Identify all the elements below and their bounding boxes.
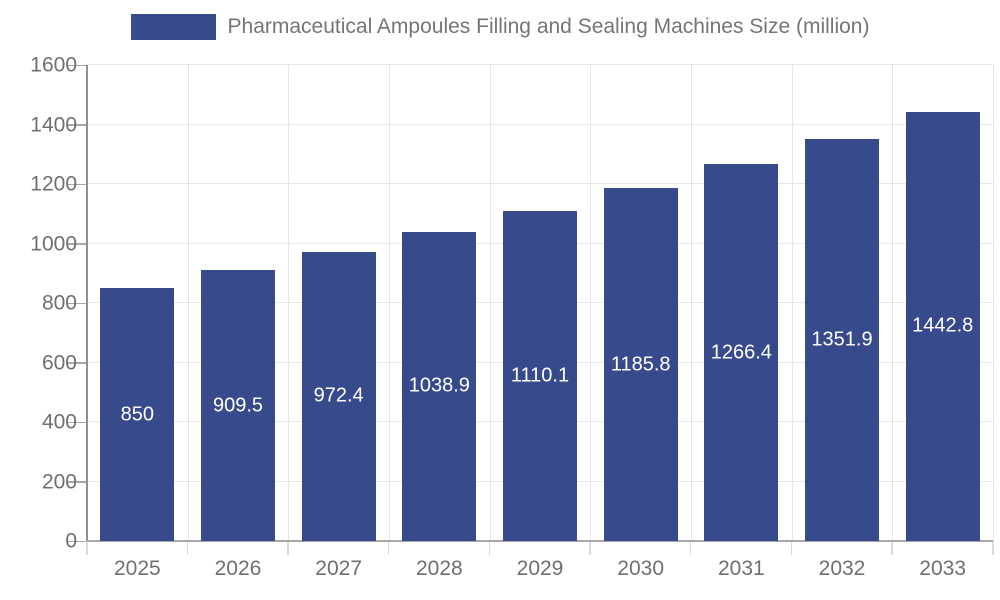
x-axis-tick-label: 2031 <box>717 557 765 580</box>
x-gridline <box>288 65 290 541</box>
bar-value-label: 850 <box>120 403 155 426</box>
x-gridline <box>993 65 994 541</box>
bar-value-label: 1185.8 <box>610 353 671 376</box>
x-axis-tick <box>86 541 88 555</box>
y-axis-tick <box>68 302 86 304</box>
y-axis-tick <box>68 64 86 66</box>
x-axis-tick <box>287 541 289 555</box>
y-axis-tick-label: 1200 <box>30 172 77 196</box>
bar-value-label: 1038.9 <box>408 374 470 397</box>
y-axis-tick <box>68 243 86 245</box>
chart-bar[interactable]: 1185.8 <box>603 188 678 541</box>
x-axis-line <box>87 540 993 542</box>
chart-bar[interactable]: 1442.8 <box>905 111 980 541</box>
y-axis-line <box>86 65 88 541</box>
x-axis-tick <box>891 541 893 555</box>
x-gridline <box>590 65 592 541</box>
x-axis-tick-label: 2029 <box>516 557 564 580</box>
x-gridline <box>388 65 390 541</box>
y-axis-tick-label: 400 <box>41 410 77 434</box>
y-axis-tick-label: 0 <box>65 529 77 553</box>
y-axis-tick-label: 200 <box>41 470 77 493</box>
y-axis-tick <box>68 481 86 483</box>
x-axis-tick <box>790 541 793 555</box>
x-axis-tick <box>689 541 692 555</box>
bar-value-label: 1110.1 <box>510 364 570 387</box>
bar-value-label: 1351.9 <box>811 328 873 351</box>
bar-value-label: 972.4 <box>313 384 364 407</box>
x-axis-tick-label: 2026 <box>214 557 262 580</box>
x-axis-tick-label: 2030 <box>617 557 665 580</box>
x-axis-tick <box>992 541 994 555</box>
y-axis-tick-label: 1000 <box>30 232 77 255</box>
y-axis-tick <box>68 540 86 542</box>
y-gridline <box>87 64 993 65</box>
chart-bar[interactable]: 1038.9 <box>402 231 477 541</box>
y-axis-tick <box>68 183 86 185</box>
x-axis-tick-label: 2033 <box>919 557 967 580</box>
y-axis-tick <box>68 362 86 364</box>
y-gridline <box>87 123 993 125</box>
y-axis-tick <box>68 124 86 126</box>
x-axis-tick-label: 2025 <box>113 557 161 580</box>
x-axis-tick <box>488 541 491 555</box>
x-axis-tick-label: 2032 <box>818 557 866 580</box>
legend-label: Pharmaceutical Ampoules Filling and Seal… <box>227 15 870 38</box>
chart-bar[interactable]: 972.4 <box>301 251 376 541</box>
chart-bar[interactable]: 1351.9 <box>805 138 879 541</box>
chart-bar[interactable]: 909.5 <box>200 270 275 541</box>
x-gridline <box>489 65 491 541</box>
y-axis-tick-label: 1400 <box>30 113 77 136</box>
y-axis-tick-label: 1600 <box>30 53 77 77</box>
y-gridline <box>87 183 993 184</box>
plot-area: 0 200 400 600 800 1000 1200 1400 1600 850 2025 909.… <box>30 55 994 579</box>
bar-value-label: 1266.4 <box>710 341 772 364</box>
bar-value-label: 909.5 <box>212 394 264 417</box>
x-gridline <box>791 65 793 541</box>
chart-bar[interactable]: 1266.4 <box>704 164 779 541</box>
x-axis-tick <box>186 541 189 555</box>
chart-bar[interactable]: 850 <box>100 288 175 541</box>
y-axis-tick-label: 800 <box>41 291 77 315</box>
x-gridline <box>892 65 894 541</box>
legend-swatch-icon <box>130 14 216 40</box>
y-axis-tick <box>68 421 86 423</box>
bar-value-label: 1442.8 <box>912 314 974 337</box>
x-axis-tick-label: 2028 <box>415 557 463 580</box>
x-gridline <box>690 65 692 541</box>
x-gridline <box>187 65 189 541</box>
x-axis-tick <box>387 541 390 555</box>
y-axis-tick-label: 600 <box>41 351 77 374</box>
x-axis-tick <box>589 541 591 555</box>
x-axis-tick-label: 2027 <box>315 557 363 580</box>
chart-bar[interactable]: 1110.1 <box>503 210 577 541</box>
chart-legend-item[interactable]: Pharmaceutical Ampoules Filling and Seal… <box>0 14 1000 40</box>
